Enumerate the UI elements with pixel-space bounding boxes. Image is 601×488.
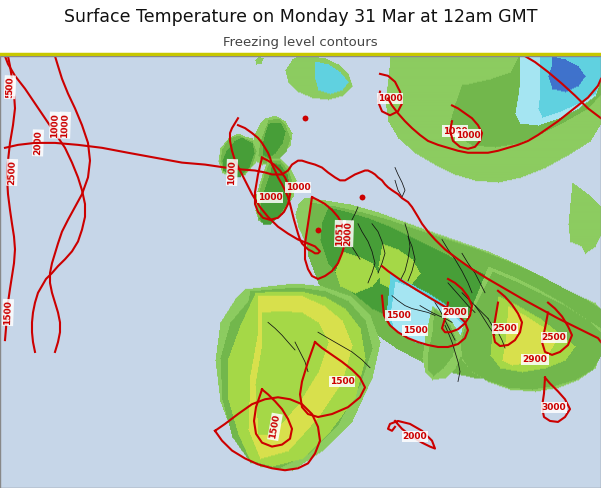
Text: 1000: 1000	[456, 130, 480, 140]
Text: 1500: 1500	[329, 377, 355, 386]
Text: 1000: 1000	[377, 94, 402, 103]
Text: Freezing level contours: Freezing level contours	[223, 36, 378, 49]
Text: 1000: 1000	[227, 160, 237, 185]
Text: 1000: 1000	[443, 126, 468, 136]
Text: 2000: 2000	[343, 221, 353, 246]
Text: 1500: 1500	[269, 414, 282, 440]
Text: 2500: 2500	[542, 333, 566, 342]
Text: 1000: 1000	[60, 113, 70, 138]
Text: 500: 500	[5, 79, 15, 98]
Text: 1051: 1051	[335, 221, 345, 246]
Text: 1500: 1500	[403, 325, 427, 335]
Text: 3000: 3000	[542, 403, 566, 412]
Text: 1000: 1000	[285, 183, 310, 192]
Text: 2900: 2900	[522, 355, 548, 365]
Text: 500: 500	[5, 76, 15, 95]
Text: 2500: 2500	[7, 160, 17, 185]
Text: 1000: 1000	[50, 113, 60, 138]
Text: 2000: 2000	[33, 130, 43, 155]
Text: 1500: 1500	[3, 300, 13, 325]
Text: 2000: 2000	[403, 432, 427, 441]
Text: 1000: 1000	[258, 193, 282, 202]
Text: 1500: 1500	[386, 311, 410, 320]
Text: 2500: 2500	[493, 324, 517, 333]
Text: Surface Temperature on Monday 31 Mar at 12am GMT: Surface Temperature on Monday 31 Mar at …	[64, 8, 537, 26]
Text: 2000: 2000	[443, 308, 468, 317]
